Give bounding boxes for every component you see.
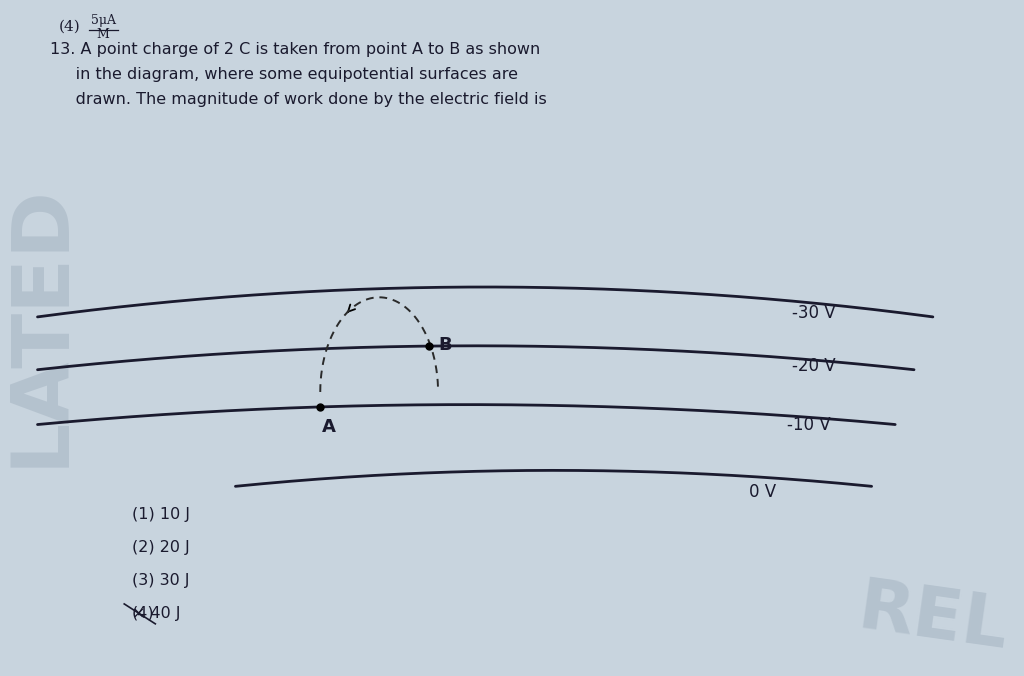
- Text: 5μA: 5μA: [91, 14, 117, 27]
- Text: -30 V: -30 V: [792, 304, 836, 322]
- Text: × 40 J: × 40 J: [132, 606, 180, 621]
- Text: M: M: [96, 28, 109, 41]
- Text: (2) 20 J: (2) 20 J: [132, 540, 189, 555]
- Text: (1) 10 J: (1) 10 J: [132, 507, 189, 523]
- Text: A: A: [323, 418, 336, 436]
- Text: LATED: LATED: [1, 183, 79, 467]
- Text: (3) 30 J: (3) 30 J: [132, 573, 189, 588]
- Text: (4): (4): [59, 20, 81, 34]
- Text: in the diagram, where some equipotential surfaces are: in the diagram, where some equipotential…: [50, 67, 518, 82]
- Text: 13. A point charge of 2 C is taken from point A to B as shown: 13. A point charge of 2 C is taken from …: [50, 42, 540, 57]
- Text: (4): (4): [132, 606, 155, 621]
- Text: -20 V: -20 V: [792, 357, 836, 375]
- Text: drawn. The magnitude of work done by the electric field is: drawn. The magnitude of work done by the…: [50, 92, 547, 107]
- Text: -10 V: -10 V: [786, 416, 830, 433]
- Text: B: B: [438, 336, 452, 354]
- Text: 0 V: 0 V: [750, 483, 776, 502]
- Text: REL: REL: [853, 574, 1013, 664]
